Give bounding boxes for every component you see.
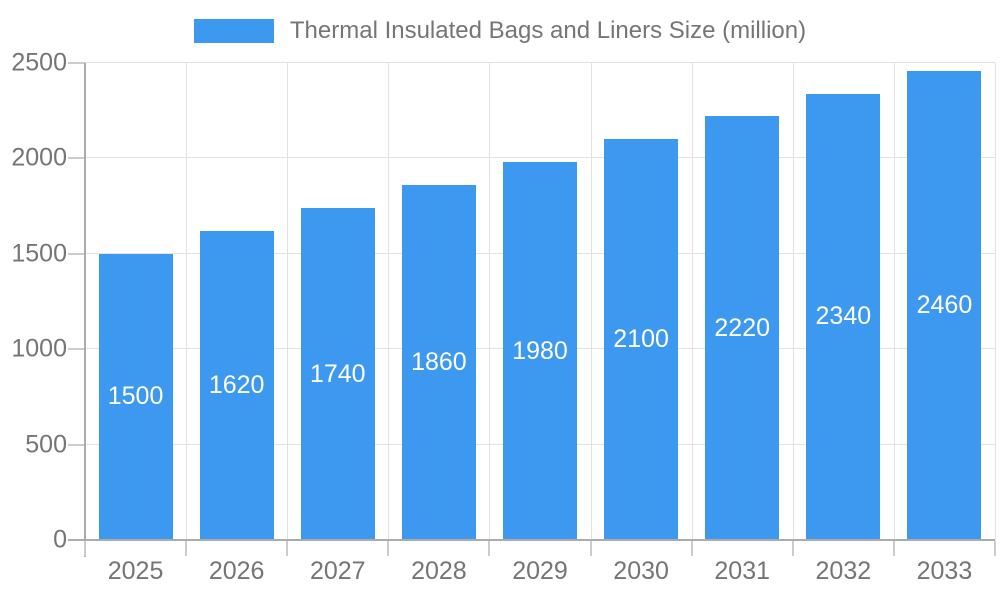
gridline-vertical [995,63,996,540]
x-axis-tick-mark [286,541,289,556]
bar-2029[interactable]: 1980 [503,162,577,540]
plot-area: 1500 1620 1740 1860 1980 2100 2220 2340 2460 [85,62,996,540]
gridline-vertical [388,63,390,540]
bar-2031[interactable]: 2220 [705,116,780,540]
gridline-vertical [186,63,188,540]
x-axis-tick-label: 2029 [512,557,568,585]
y-axis-tick-label: 1000 [11,334,67,363]
bar-value-label: 2340 [815,302,872,331]
y-axis-labels: 0 500 1000 1500 2000 2500 [0,49,67,554]
gridline-horizontal [85,62,995,63]
gridline-vertical [590,63,592,540]
legend-item[interactable]: Thermal Insulated Bags and Liners Size (… [193,17,807,45]
x-axis-tick-mark [690,541,693,556]
bars-layer: 1500 1620 1740 1860 1980 2100 2220 2340 2460 [85,63,995,540]
legend-label: Thermal Insulated Bags and Liners Size (… [289,17,807,44]
bar-value-label: 1980 [512,336,568,365]
y-axis-line [84,63,86,557]
x-axis-tick-mark [994,541,996,556]
bar-2027[interactable]: 1740 [300,208,375,540]
x-axis-tick-mark [185,541,188,556]
bar-2025[interactable]: 1500 [98,253,173,540]
y-axis-tick-mark [68,62,85,64]
bar-value-label: 2100 [613,325,669,354]
bar-value-label: 2460 [916,290,973,319]
bar-value-label: 1500 [107,382,164,411]
y-axis-tick-label: 2500 [11,48,67,77]
x-axis-tick-mark [84,541,86,556]
x-axis-tick-mark [387,541,390,556]
x-axis-tick-label: 2032 [815,557,872,585]
bar-value-label: 1620 [208,370,265,399]
bar-2028[interactable]: 1860 [401,185,476,540]
y-axis-tick-label: 500 [25,430,67,459]
y-axis-tick-mark [68,157,85,160]
bar-2032[interactable]: 2340 [806,93,881,540]
legend: Thermal Insulated Bags and Liners Size (… [0,17,1000,45]
legend-swatch-icon [193,19,274,43]
y-axis-tick-label: 0 [53,525,67,554]
y-axis-ticks [68,62,85,541]
x-axis-line [68,539,995,541]
gridline-vertical [792,63,794,540]
x-axis-tick-label: 2033 [916,557,973,585]
gridline-vertical [691,63,693,540]
x-axis-tick-mark [791,541,794,556]
gridline-vertical [489,63,491,540]
x-axis-labels: 2025 2026 2027 2028 2029 2030 2031 2032 2033 [85,556,995,586]
bar-value-label: 2220 [714,313,771,342]
x-axis-tick-mark [488,541,491,556]
x-axis-tick-label: 2028 [411,557,467,585]
x-axis-tick-label: 2026 [208,557,265,585]
x-axis-ticks [84,541,996,556]
y-axis-tick-mark [68,443,85,446]
gridline-vertical [893,63,895,540]
x-axis-tick-label: 2025 [107,557,164,585]
y-axis-tick-mark [68,348,85,351]
x-axis-tick-mark [892,541,895,556]
bar-2026[interactable]: 1620 [199,230,274,540]
bar-2033[interactable]: 2460 [907,70,982,540]
bar-2030[interactable]: 2100 [604,139,679,540]
x-axis-tick-label: 2027 [309,557,366,585]
y-axis-tick-mark [68,252,85,255]
x-axis-tick-label: 2031 [714,557,771,585]
y-axis-tick-label: 1500 [11,239,67,268]
bar-value-label: 1860 [411,348,467,377]
x-axis-tick-mark [589,541,592,556]
y-axis-tick-label: 2000 [11,143,67,172]
gridline-horizontal [85,157,995,159]
gridline-vertical [287,63,289,540]
x-axis-tick-label: 2030 [613,557,669,585]
bar-value-label: 1740 [309,359,366,388]
